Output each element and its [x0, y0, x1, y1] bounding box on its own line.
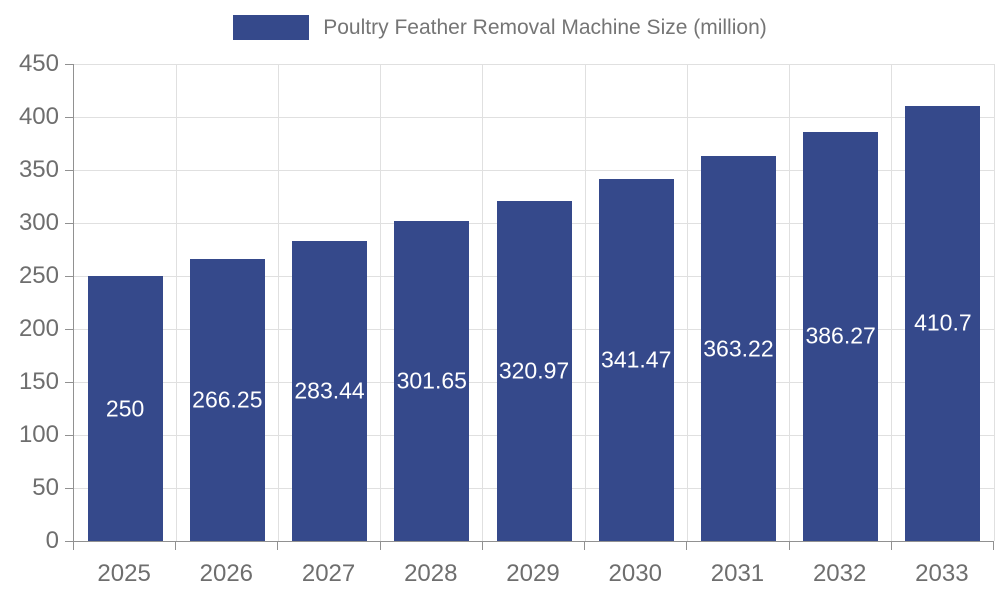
x-axis-tick-label: 2032	[812, 560, 867, 587]
x-axis-tick-label: 2027	[301, 560, 356, 587]
x-axis-tick	[584, 542, 586, 550]
legend-swatch-icon	[233, 15, 310, 40]
x-axis-tick	[175, 542, 177, 550]
x-gridline	[993, 64, 995, 541]
legend-label: Poultry Feather Removal Machine Size (mi…	[323, 15, 767, 39]
bar-value-label: 341.47	[601, 346, 672, 373]
bar-value-label: 283.44	[294, 377, 365, 404]
x-gridline	[789, 64, 791, 541]
x-gridline	[891, 64, 893, 541]
x-axis-tick-label: 2025	[97, 560, 151, 587]
x-axis-tick	[481, 542, 483, 550]
bar-value-label: 301.65	[396, 367, 467, 394]
y-axis-tick-label: 250	[18, 262, 59, 289]
y-axis-tick	[65, 64, 73, 65]
bar-value-label: 250	[105, 395, 145, 421]
y-axis-tick-label: 450	[18, 50, 59, 77]
bar-2031[interactable]: 363.22	[700, 156, 776, 541]
y-axis-tick	[65, 276, 73, 277]
x-gridline	[686, 64, 688, 541]
y-gridline	[74, 63, 994, 65]
x-axis-tick	[73, 542, 74, 550]
x-gridline	[277, 64, 279, 541]
bar-2026[interactable]: 266.25	[189, 258, 265, 541]
x-axis-tick	[788, 542, 790, 550]
y-axis-tick-label: 200	[18, 315, 59, 342]
x-axis-tick-label: 2028	[404, 560, 458, 587]
x-axis-tick	[890, 542, 892, 550]
y-axis-tick-label: 50	[32, 474, 59, 501]
x-axis-tick-label: 2029	[506, 560, 560, 587]
bar-value-label: 410.7	[914, 309, 972, 336]
y-axis-tick	[65, 382, 73, 383]
x-axis-tick-label: 2033	[915, 560, 969, 587]
y-axis-tick	[65, 329, 73, 330]
y-gridline	[74, 116, 994, 118]
x-gridline	[584, 64, 586, 541]
legend[interactable]: Poultry Feather Removal Machine Size (mi…	[0, 15, 1000, 40]
y-axis-tick	[65, 117, 73, 118]
bar-value-label: 363.22	[703, 335, 774, 361]
y-axis-tick	[65, 541, 73, 542]
bar-2025[interactable]: 250	[87, 276, 163, 541]
bar-value-label: 320.97	[498, 357, 570, 384]
x-axis-tick	[277, 542, 279, 550]
y-axis-tick	[65, 435, 73, 436]
x-axis-tick-label: 2031	[710, 560, 765, 587]
x-axis-tick	[686, 542, 688, 550]
bar-2032[interactable]: 386.27	[803, 131, 879, 541]
x-axis-tick-label: 2030	[608, 560, 662, 587]
bar-value-label: 266.25	[192, 386, 263, 413]
y-axis-tick-label: 400	[18, 103, 59, 130]
bar-2027[interactable]: 283.44	[292, 240, 368, 541]
y-axis-tick	[65, 488, 73, 489]
y-axis-tick-label: 350	[18, 156, 59, 183]
plot-area: 250 266.25 283.44 301.65 320.97 341.47 363.22 3…	[73, 63, 995, 542]
bar-2033[interactable]: 410.7	[905, 105, 981, 541]
x-gridline	[482, 64, 484, 541]
bar-2029[interactable]: 320.97	[496, 200, 572, 541]
y-axis-tick-label: 150	[18, 368, 59, 395]
y-axis-tick-label: 100	[18, 421, 59, 448]
bar-2028[interactable]: 301.65	[394, 221, 470, 541]
bar-value-label: 386.27	[805, 322, 876, 349]
bar-2030[interactable]: 341.47	[598, 179, 674, 541]
y-axis-tick	[65, 223, 73, 224]
y-axis-tick	[65, 170, 73, 171]
x-axis-tick-label: 2026	[199, 560, 254, 587]
x-gridline	[380, 64, 382, 541]
y-axis-tick-label: 300	[18, 209, 59, 236]
x-axis-tick	[379, 542, 381, 550]
y-axis-tick-label: 0	[45, 527, 59, 554]
x-gridline	[175, 64, 177, 541]
x-axis-tick	[993, 542, 994, 550]
y-gridline	[74, 169, 994, 171]
